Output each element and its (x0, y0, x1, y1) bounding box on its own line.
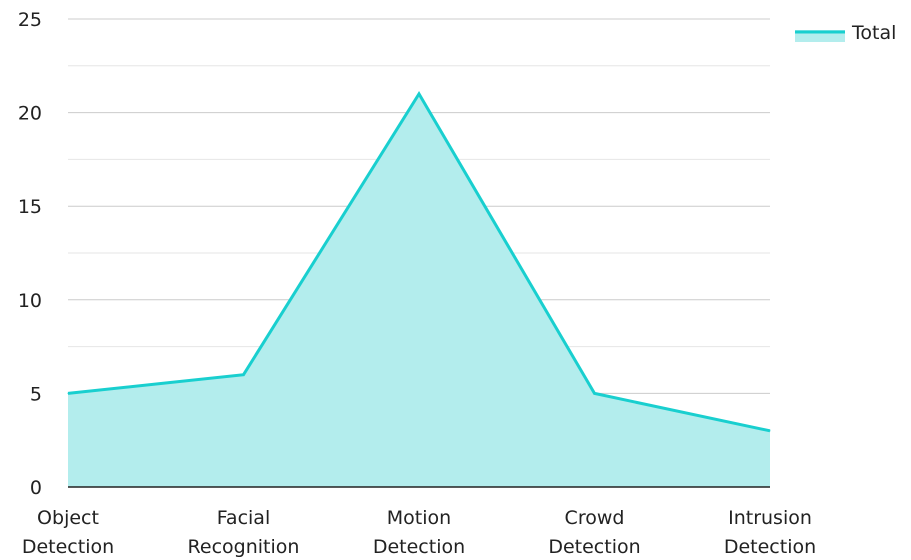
x-tick-label-line: Motion (387, 507, 451, 529)
x-tick-label-line: Object (37, 507, 99, 529)
x-tick-label-line: Detection (548, 536, 640, 558)
x-tick-label: Object Detection (22, 507, 114, 558)
x-tick-label-line: Recognition (188, 536, 300, 558)
data-point (418, 93, 420, 95)
x-tick-label: Motion Detection (373, 507, 465, 558)
y-tick-label: 25 (18, 9, 42, 31)
data-point (243, 374, 244, 376)
y-tick-label: 20 (18, 103, 42, 125)
y-tick-label: 0 (30, 477, 42, 499)
x-tick-label: Crowd Detection (548, 507, 640, 558)
legend[interactable]: Total (795, 22, 896, 44)
series-area-fill (68, 93, 770, 487)
y-tick-label: 15 (18, 196, 42, 218)
y-tick-label: 10 (18, 290, 42, 312)
x-tick-label: Facial Recognition (188, 507, 300, 558)
x-tick-label-line: Intrusion (728, 507, 812, 529)
legend-label: Total (851, 22, 896, 44)
data-point (769, 430, 771, 432)
x-tick-label-line: Detection (373, 536, 465, 558)
data-point (594, 392, 595, 394)
x-tick-label-line: Detection (724, 536, 816, 558)
x-tick-label-line: Crowd (565, 507, 625, 529)
x-tick-label-line: Facial (217, 507, 270, 529)
data-point (67, 392, 69, 394)
x-tick-label-line: Detection (22, 536, 114, 558)
x-tick-label: Intrusion Detection (724, 507, 816, 558)
y-tick-label: 5 (30, 383, 42, 405)
